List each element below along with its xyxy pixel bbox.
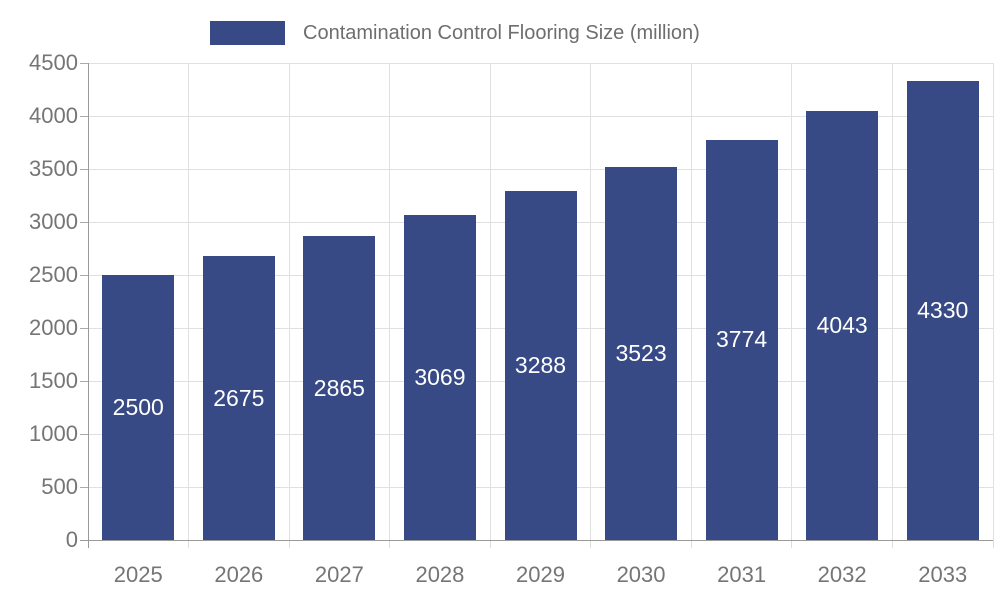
- x-tick-label: 2026: [214, 562, 264, 587]
- x-axis-tick: [389, 540, 391, 548]
- bar-value-label: 2865: [313, 374, 365, 401]
- gridline-horizontal: [88, 62, 993, 64]
- x-axis-tick: [992, 540, 994, 548]
- gridline-vertical: [992, 63, 994, 540]
- bar-value-label: 3069: [414, 363, 466, 390]
- y-tick-label: 2000: [29, 315, 78, 340]
- gridline-vertical: [891, 63, 893, 540]
- x-axis-line: [80, 539, 993, 541]
- x-axis-tick: [188, 540, 190, 548]
- x-tick-label: 2029: [516, 562, 565, 587]
- y-axis-tick: [80, 274, 88, 276]
- y-tick-label: 4000: [29, 103, 78, 128]
- x-axis-tick: [690, 540, 692, 548]
- x-axis-tick: [891, 540, 893, 548]
- bar-2032[interactable]: 4043: [806, 111, 879, 540]
- bar-2031[interactable]: 3774: [705, 139, 778, 540]
- gridline-vertical: [288, 63, 290, 540]
- y-tick-label: 1000: [29, 421, 78, 446]
- y-axis-tick: [80, 62, 88, 64]
- gridline-vertical: [791, 63, 793, 540]
- x-tick-label: 2025: [113, 562, 163, 587]
- x-tick-label: 2027: [314, 562, 364, 587]
- bar-value-label: 3288: [514, 352, 567, 379]
- gridline-vertical: [590, 63, 592, 540]
- y-axis-tick: [80, 115, 88, 117]
- x-tick-label: 2028: [415, 562, 465, 587]
- bar-value-label: 2500: [112, 394, 164, 420]
- bar-value-label: 4043: [816, 312, 868, 339]
- bar-value-label: 3523: [615, 339, 667, 366]
- gridline-horizontal: [88, 168, 993, 170]
- x-axis-tick: [489, 540, 491, 548]
- y-axis-tick: [80, 380, 88, 382]
- bar-2028[interactable]: 3069: [403, 214, 476, 540]
- x-axis-tick: [590, 540, 592, 548]
- bar-2033[interactable]: 4330: [906, 81, 979, 540]
- y-tick-label: 3500: [29, 156, 78, 181]
- y-axis-tick: [80, 327, 88, 329]
- gridline-vertical: [188, 63, 190, 540]
- x-axis-tick: [791, 540, 793, 548]
- gridline-vertical: [389, 63, 391, 540]
- bar-2025[interactable]: 2500: [102, 275, 175, 540]
- y-tick-label: 3000: [29, 209, 78, 234]
- legend-swatch: [210, 21, 285, 45]
- bar-value-label: 3774: [716, 326, 768, 353]
- y-axis-tick: [80, 486, 88, 488]
- y-tick-label: 2500: [29, 262, 78, 287]
- x-tick-label: 2033: [918, 562, 968, 587]
- y-tick-label: 0: [65, 527, 78, 552]
- bar-2027[interactable]: 2865: [303, 236, 376, 540]
- bar-value-label: 4330: [917, 297, 969, 323]
- y-axis-tick: [80, 221, 88, 223]
- bar-2030[interactable]: 3523: [605, 166, 678, 540]
- bar-2026[interactable]: 2675: [202, 256, 275, 540]
- x-tick-label: 2032: [817, 562, 867, 587]
- legend-item[interactable]: Contamination Control Flooring Size (mil…: [210, 19, 700, 47]
- x-axis-tick: [288, 540, 290, 548]
- gridline-vertical: [690, 63, 692, 540]
- bar-value-label: 2675: [213, 384, 265, 411]
- legend-label: Contamination Control Flooring Size (mil…: [303, 21, 700, 44]
- y-axis-tick: [80, 433, 88, 435]
- gridline-horizontal: [88, 115, 993, 117]
- bar-2029[interactable]: 3288: [504, 191, 577, 540]
- gridline-vertical: [489, 63, 491, 540]
- y-tick-label: 1500: [29, 368, 78, 393]
- y-axis-line: [87, 63, 89, 548]
- x-tick-label: 2030: [616, 562, 666, 587]
- x-tick-label: 2031: [717, 562, 767, 587]
- y-tick-label: 500: [41, 474, 78, 499]
- y-tick-label: 4500: [29, 50, 78, 75]
- y-axis-tick: [80, 168, 88, 170]
